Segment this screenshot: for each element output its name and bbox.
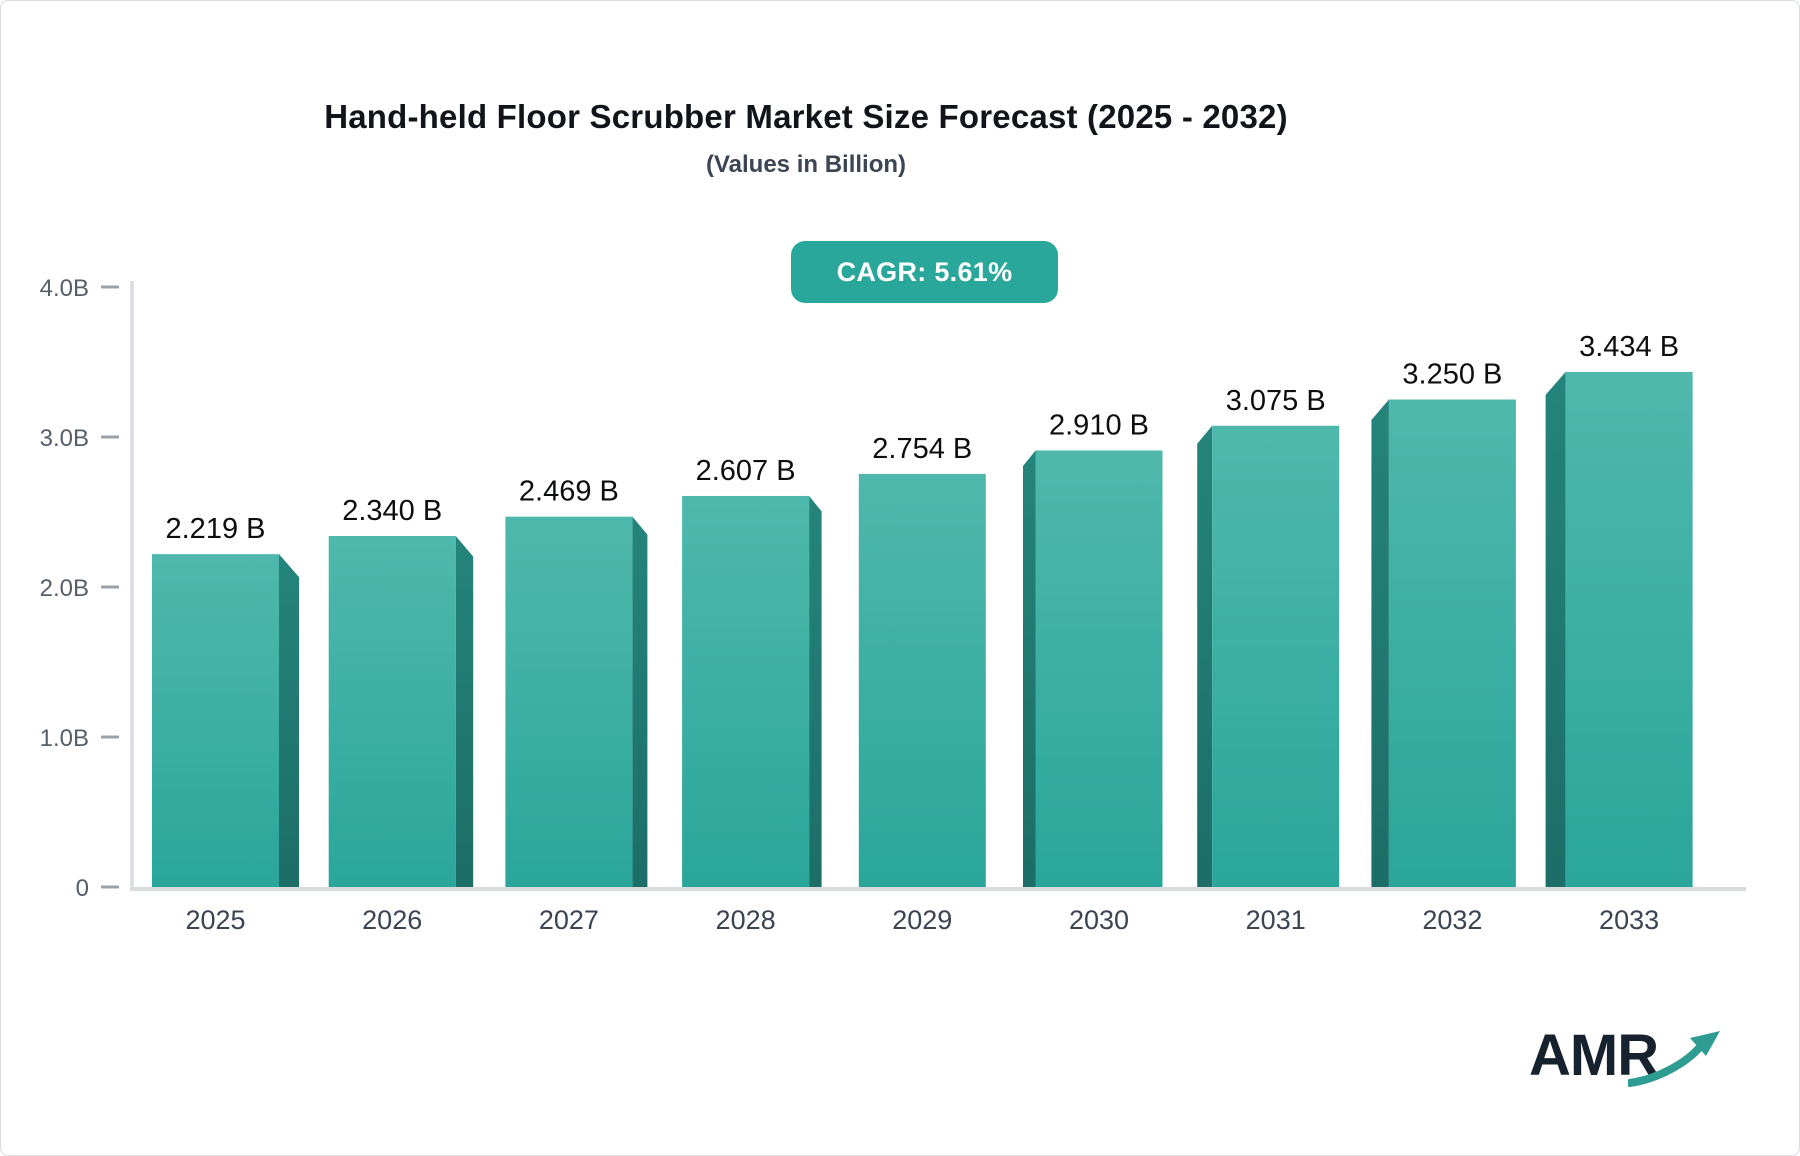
year-label-2029: 2029 <box>892 905 952 935</box>
year-label-2033: 2033 <box>1599 905 1659 935</box>
value-label-2027: 2.469 B <box>519 476 619 508</box>
value-label-2026: 2.340 B <box>342 495 442 527</box>
bar-side-2025 <box>279 554 299 887</box>
bar-2032 <box>1388 399 1516 887</box>
bar-side-2027 <box>632 516 648 887</box>
amr-logo: AMR <box>1529 1023 1728 1088</box>
value-label-2031: 3.075 B <box>1226 385 1326 417</box>
bar-side-2032 <box>1371 399 1389 887</box>
bar-2026 <box>328 536 456 887</box>
bar-2031 <box>1212 425 1340 887</box>
bar-2027 <box>505 516 633 887</box>
bar-2029 <box>858 473 986 887</box>
year-label-2028: 2028 <box>716 905 776 935</box>
growth-arrow-icon <box>1628 1031 1721 1087</box>
year-label-2025: 2025 <box>185 905 245 935</box>
y-tick-label-0: 0 <box>76 875 89 902</box>
year-label-2027: 2027 <box>539 905 599 935</box>
value-label-2028: 2.607 B <box>696 455 796 487</box>
y-tick-label-2.0B: 2.0B <box>40 575 89 602</box>
value-label-2030: 2.910 B <box>1049 410 1149 442</box>
value-label-2032: 3.250 B <box>1402 359 1502 391</box>
value-label-2033: 3.434 B <box>1579 331 1679 363</box>
y-tick-label-3.0B: 3.0B <box>40 425 89 452</box>
year-label-2030: 2030 <box>1069 905 1129 935</box>
bar-2030 <box>1035 450 1163 887</box>
bar-2033 <box>1565 371 1693 887</box>
bar-side-2026 <box>455 536 474 887</box>
y-tick-label-1.0B: 1.0B <box>40 725 89 752</box>
cagr-badge: CAGR: 5.61% <box>791 241 1058 303</box>
amr-logo-text: AMR <box>1529 1023 1659 1088</box>
bar-2028 <box>682 495 810 887</box>
bar-side-2033 <box>1545 371 1566 887</box>
year-label-2032: 2032 <box>1422 905 1482 935</box>
bar-side-2030 <box>1023 450 1036 887</box>
chart-subtitle: (Values in Billion) <box>705 151 907 178</box>
bar-side-2031 <box>1197 425 1213 887</box>
value-label-2029: 2.754 B <box>872 433 972 465</box>
year-label-2031: 2031 <box>1246 905 1306 935</box>
year-label-2026: 2026 <box>362 905 422 935</box>
chart-title: Hand-held Floor Scrubber Market Size For… <box>324 98 1288 135</box>
y-tick-label-4.0B: 4.0B <box>40 275 89 302</box>
value-label-2025: 2.219 B <box>166 513 266 545</box>
bar-side-2028 <box>809 495 822 887</box>
bar-2025 <box>152 554 279 887</box>
